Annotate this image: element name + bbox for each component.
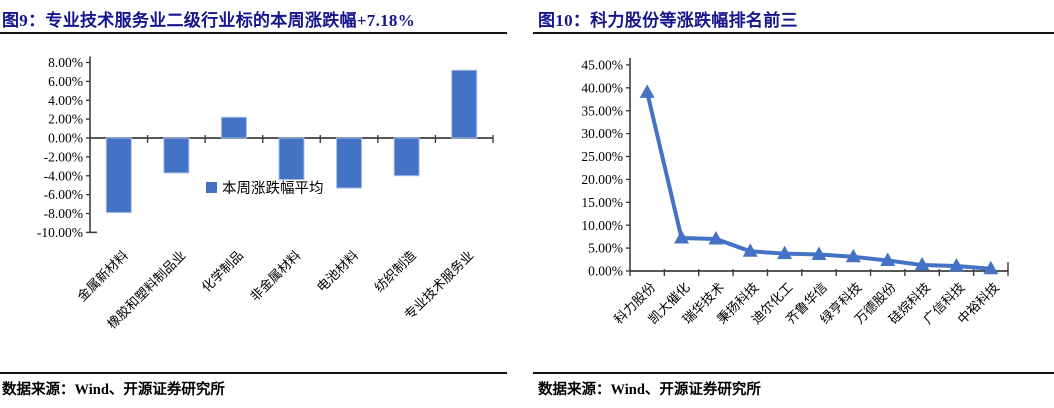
y-tick-label: -10.00% bbox=[37, 225, 83, 240]
triangle-marker bbox=[811, 246, 827, 261]
figure10-source-rule bbox=[533, 372, 1054, 374]
triangle-marker bbox=[914, 257, 930, 271]
y-tick-label: 20.00% bbox=[581, 172, 623, 187]
triangle-marker bbox=[742, 243, 758, 257]
figure10-source: 数据来源：Wind、开源证券研究所 bbox=[538, 382, 761, 398]
y-tick-label: 5.00% bbox=[588, 241, 623, 256]
y-tick-label: 0.00% bbox=[48, 131, 83, 146]
line-series bbox=[645, 90, 993, 271]
triangle-marker bbox=[845, 248, 861, 263]
triangle-marker bbox=[708, 230, 724, 245]
figure9-title-rule bbox=[0, 32, 507, 34]
figure10-panel: 图10：科力股份等涨跌幅排名前三 45.00% 40.00% 35.00% 30.00… bbox=[533, 0, 1054, 408]
figure9-title: 图9：专业技术服务业二级行业标的本周涨跌幅+7.18% bbox=[2, 11, 416, 30]
bar bbox=[278, 137, 305, 181]
line-chart-svg: 45.00% 40.00% 35.00% 30.00% 25.00% 20.00% 15.0… bbox=[581, 58, 1009, 327]
y-tick-label: 25.00% bbox=[581, 149, 623, 164]
bar bbox=[163, 137, 190, 174]
y-tick-label: -6.00% bbox=[44, 187, 83, 202]
y-tick-label: 45.00% bbox=[581, 58, 623, 73]
triangle-marker bbox=[983, 260, 999, 275]
bar bbox=[393, 137, 420, 177]
legend-swatch bbox=[206, 182, 217, 193]
category-label: 非金属材料 bbox=[247, 248, 304, 305]
y-tick-label: 10.00% bbox=[581, 218, 623, 233]
figure10-title: 图10：科力股份等涨跌幅排名前三 bbox=[538, 11, 798, 30]
legend-label: 本周涨跌幅平均 bbox=[222, 180, 324, 197]
y-tick-label: 30.00% bbox=[581, 126, 623, 141]
triangle-marker bbox=[880, 252, 896, 266]
figure9-source-rule bbox=[0, 372, 507, 374]
bar bbox=[105, 137, 132, 214]
category-label: 电池材料 bbox=[314, 248, 361, 295]
bar-chart-svg: 8.00% 6.00% 4.00% 2.00% 0.00% -2.00% -4.00% -6.… bbox=[37, 55, 494, 332]
y-tick-label: 0.00% bbox=[588, 264, 623, 279]
triangle-marker bbox=[948, 257, 964, 272]
figure9-source: 数据来源：Wind、开源证券研究所 bbox=[2, 382, 225, 398]
triangle-marker bbox=[777, 245, 793, 260]
y-tick-label: -8.00% bbox=[44, 206, 83, 221]
figure9-bar-chart: 8.00% 6.00% 4.00% 2.00% 0.00% -2.00% -4.00% -6.… bbox=[0, 40, 507, 377]
y-tick-label: -2.00% bbox=[44, 149, 83, 164]
bar bbox=[336, 137, 363, 189]
figure10-title-rule bbox=[533, 32, 1054, 34]
category-label: 金属新材料 bbox=[74, 248, 131, 305]
category-label: 纺织制造 bbox=[371, 248, 418, 295]
y-tick-label: 35.00% bbox=[581, 103, 623, 118]
triangle-marker bbox=[639, 84, 655, 98]
figure10-line-chart: 45.00% 40.00% 35.00% 30.00% 25.00% 20.00% 15.0… bbox=[533, 40, 1054, 377]
y-tick-label: 40.00% bbox=[581, 80, 623, 95]
y-tick-label: -4.00% bbox=[44, 168, 83, 183]
y-tick-label: 8.00% bbox=[48, 55, 83, 70]
triangle-marker bbox=[674, 230, 690, 244]
category-label: 化学制品 bbox=[199, 248, 246, 295]
figure9-panel: 图9：专业技术服务业二级行业标的本周涨跌幅+7.18% 8.00% 6.00% 4.… bbox=[0, 0, 507, 408]
bar bbox=[220, 116, 247, 139]
y-tick-label: 4.00% bbox=[48, 93, 83, 108]
y-tick-label: 6.00% bbox=[48, 74, 83, 89]
y-tick-label: 15.00% bbox=[581, 195, 623, 210]
bar bbox=[451, 69, 478, 139]
y-tick-label: 2.00% bbox=[48, 112, 83, 127]
